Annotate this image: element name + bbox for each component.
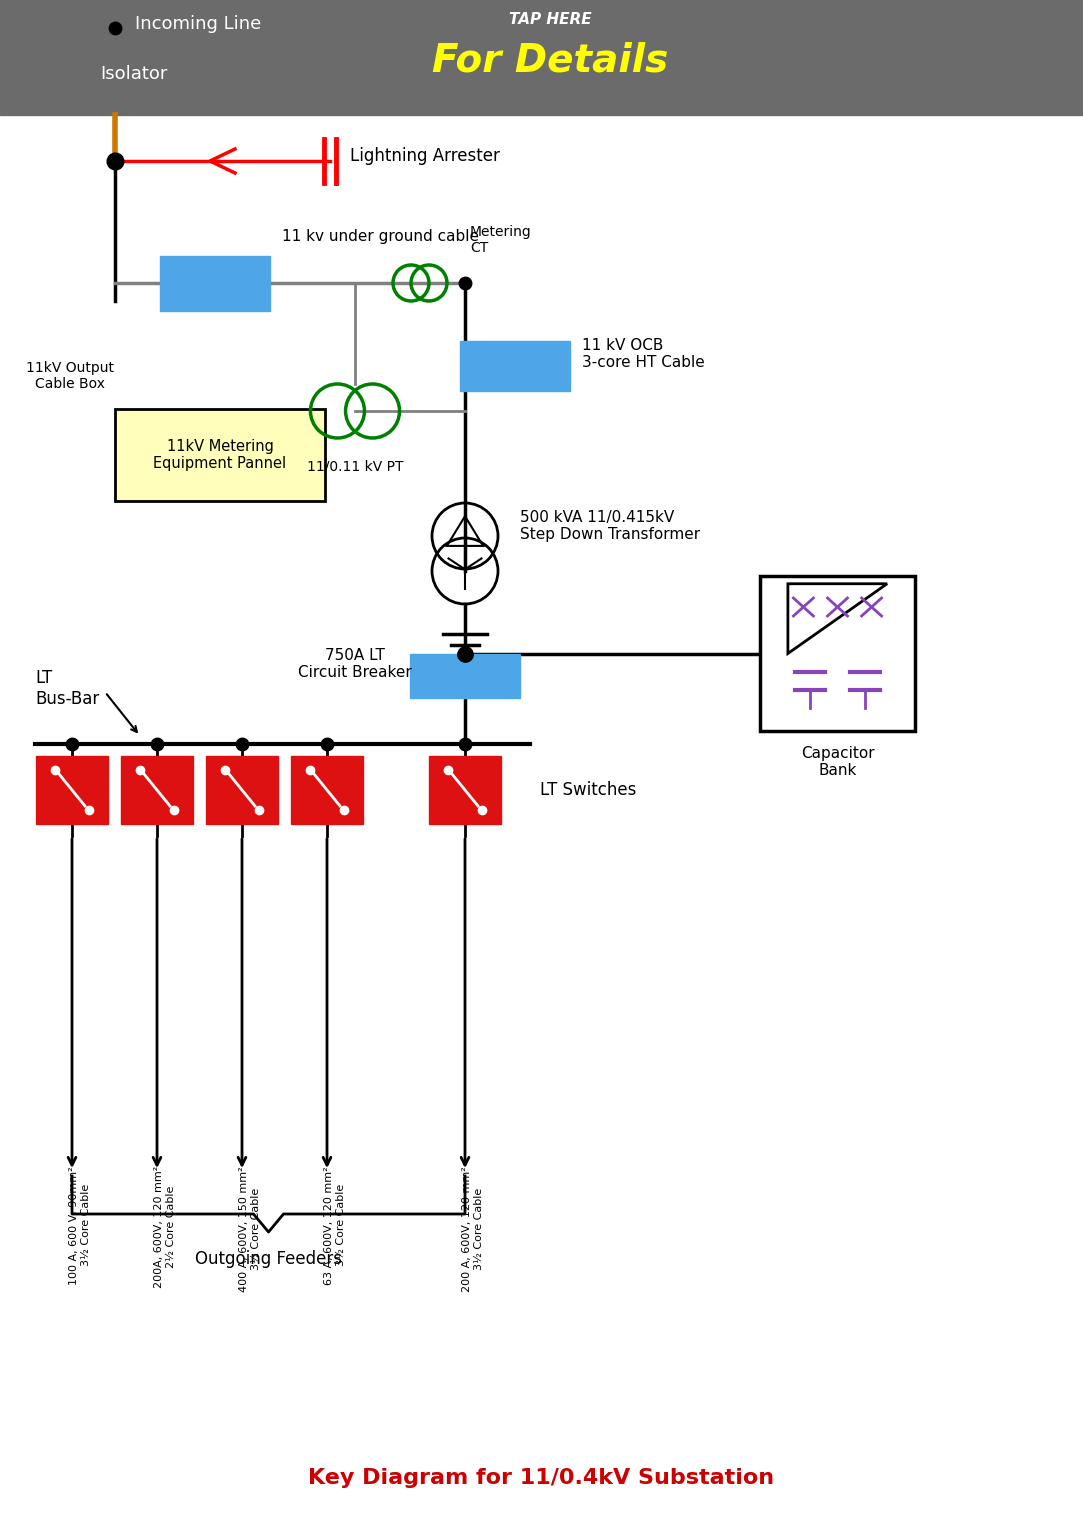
Text: 63 A, 600V, 120 mm²
3½ Core Cable: 63 A, 600V, 120 mm² 3½ Core Cable (324, 1166, 345, 1284)
Bar (760, 576, 915, 731)
Bar (460, 341, 570, 391)
Text: Outgoing Feeders: Outgoing Feeders (195, 1251, 342, 1267)
Text: Metering
CT: Metering CT (470, 224, 532, 255)
Bar (0, 0, 1083, 115)
Text: LT Switches: LT Switches (540, 781, 637, 799)
Text: 11 kV OCB
3-core HT Cable: 11 kV OCB 3-core HT Cable (582, 338, 705, 370)
Bar (36, 756, 108, 825)
Text: Capacitor
Bank: Capacitor Bank (800, 746, 874, 778)
Text: For Details: For Details (432, 42, 668, 80)
Text: 11 kv under ground cable: 11 kv under ground cable (282, 229, 479, 244)
Bar (291, 756, 363, 825)
Bar (121, 756, 193, 825)
Text: Key Diagram for 11/0.4kV Substation: Key Diagram for 11/0.4kV Substation (308, 1467, 774, 1489)
Bar (410, 653, 520, 697)
Bar (429, 756, 501, 825)
Text: 11/0.11 kV PT: 11/0.11 kV PT (306, 459, 403, 473)
Text: 750A LT
Circuit Breaker: 750A LT Circuit Breaker (298, 647, 412, 681)
Bar (160, 256, 270, 311)
Text: 200A, 600V, 120 mm²
2½ Core Cable: 200A, 600V, 120 mm² 2½ Core Cable (154, 1166, 175, 1289)
Text: 100 A, 600 V, 90mm²
3½ Core Cable: 100 A, 600 V, 90mm² 3½ Core Cable (69, 1166, 91, 1284)
Text: 11kV Output
Cable Box: 11kV Output Cable Box (26, 361, 114, 391)
Bar (206, 756, 278, 825)
Text: 500 kVA 11/0.415kV
Step Down Transformer: 500 kVA 11/0.415kV Step Down Transformer (520, 509, 700, 543)
Text: LT
Bus-Bar: LT Bus-Bar (35, 669, 100, 708)
Text: 400 A, 600V, 150 mm²
3½ Core Cable: 400 A, 600V, 150 mm² 3½ Core Cable (239, 1166, 261, 1292)
Text: 200 A, 600V, 120 mm²
3½ Core Cable: 200 A, 600V, 120 mm² 3½ Core Cable (462, 1166, 484, 1292)
FancyBboxPatch shape (115, 409, 325, 500)
Text: 11kV Metering
Equipment Pannel: 11kV Metering Equipment Pannel (154, 438, 287, 471)
Text: Isolator: Isolator (100, 65, 168, 83)
Text: Incoming Line: Incoming Line (135, 15, 261, 33)
Text: TAP HERE: TAP HERE (509, 12, 591, 27)
Text: Lightning Arrester: Lightning Arrester (350, 147, 500, 165)
